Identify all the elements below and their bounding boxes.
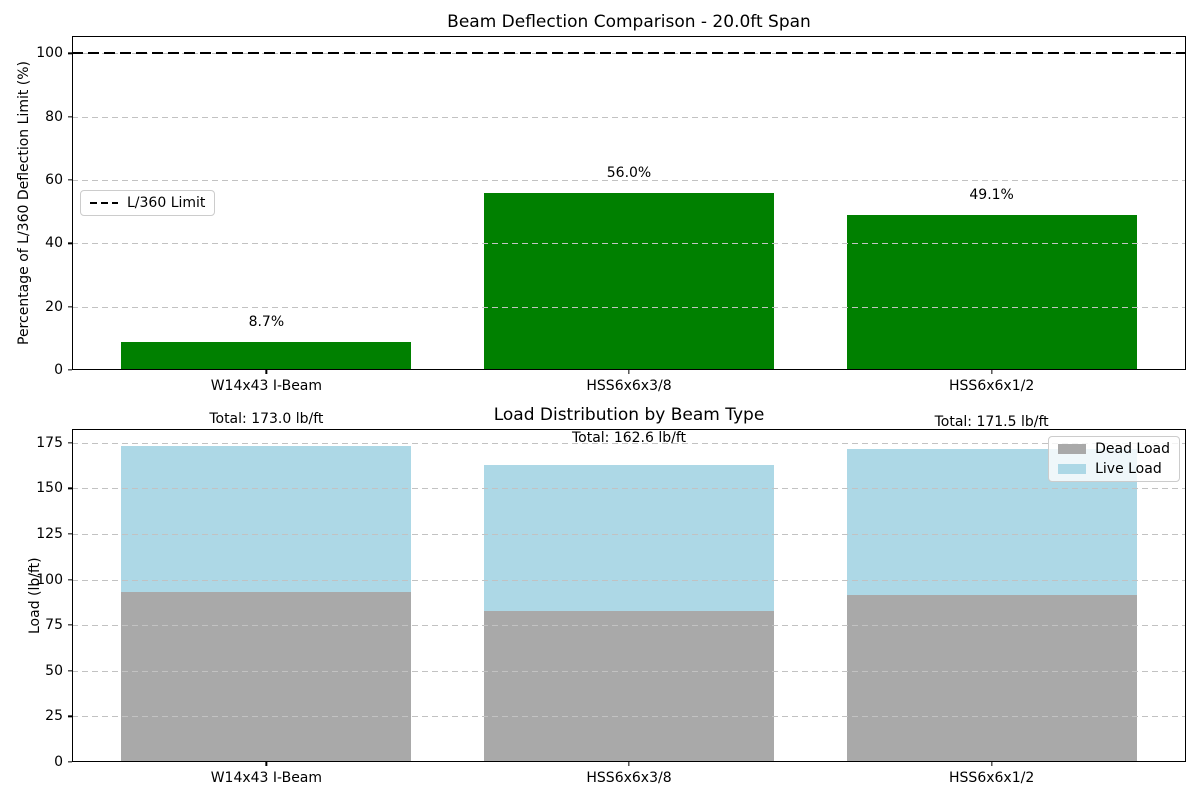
y-tick-label: 80 xyxy=(45,108,63,125)
legend-entry: Live Load xyxy=(1058,461,1170,477)
tick-mark xyxy=(990,370,993,374)
bar xyxy=(121,342,412,370)
total-label: Total: 162.6 lb/ft xyxy=(571,430,687,447)
gridline xyxy=(72,442,1186,444)
y-axis-label: Percentage of L/360 Deflection Limit (%) xyxy=(16,61,32,346)
bar xyxy=(846,214,1137,370)
gridline xyxy=(72,670,1186,672)
gridline xyxy=(72,243,1186,245)
y-tick-label: 125 xyxy=(36,525,63,542)
x-tick-label: HSS6x6x3/8 xyxy=(586,770,672,786)
x-tick-label: HSS6x6x1/2 xyxy=(949,770,1035,786)
gridline xyxy=(72,625,1186,627)
x-tick-label: W14x43 I-Beam xyxy=(210,770,323,786)
legend-swatch xyxy=(1058,464,1087,474)
legend-label: L/360 Limit xyxy=(127,195,206,211)
tick-mark xyxy=(68,761,72,763)
legend-swatch xyxy=(90,202,118,204)
y-tick-label: 100 xyxy=(36,571,63,588)
bar-segment-dead-load xyxy=(846,595,1137,762)
tick-mark xyxy=(68,715,72,718)
legend-label: Live Load xyxy=(1095,461,1162,477)
gridline xyxy=(72,180,1186,182)
tick-mark xyxy=(68,578,72,581)
y-tick-label: 175 xyxy=(36,434,63,451)
tick-mark xyxy=(68,533,72,535)
legend: L/360 Limit xyxy=(80,190,216,216)
y-tick-label: 25 xyxy=(45,708,63,725)
tick-mark xyxy=(68,624,72,626)
gridline xyxy=(72,716,1186,718)
y-tick-label: 50 xyxy=(45,662,63,679)
tick-mark xyxy=(68,116,72,118)
legend-label: Dead Load xyxy=(1095,441,1170,457)
y-tick-label: 0 xyxy=(54,754,63,770)
gridline xyxy=(72,533,1186,535)
y-axis-label: Load (lb/ft) xyxy=(27,557,43,634)
x-tick-label: W14x43 I-Beam xyxy=(210,378,323,394)
reference-line xyxy=(72,52,1186,55)
tick-mark xyxy=(990,762,993,766)
chart-title: Load Distribution by Beam Type xyxy=(493,405,765,425)
y-tick-label: 75 xyxy=(45,617,63,634)
chart-title: Beam Deflection Comparison - 20.0ft Span xyxy=(447,12,811,32)
tick-mark xyxy=(68,306,72,308)
tick-mark xyxy=(628,370,630,374)
bar-value-label: 56.0% xyxy=(606,164,652,181)
bar-segment-live-load xyxy=(121,446,412,593)
tick-mark xyxy=(68,52,72,55)
bar-value-label: 49.1% xyxy=(969,186,1014,203)
tick-mark xyxy=(68,242,72,245)
bar-segment-live-load xyxy=(483,465,775,612)
gridline xyxy=(72,116,1186,118)
tick-mark xyxy=(68,670,72,672)
bar-segment-dead-load xyxy=(483,611,775,762)
x-tick-label: HSS6x6x3/8 xyxy=(586,378,672,394)
y-tick-label: 40 xyxy=(45,235,63,252)
y-tick-label: 20 xyxy=(45,298,63,315)
legend-entry: Dead Load xyxy=(1058,441,1170,457)
tick-mark xyxy=(68,487,72,489)
y-tick-label: 100 xyxy=(36,45,63,62)
tick-mark xyxy=(628,762,630,766)
legend-entry: L/360 Limit xyxy=(90,195,205,211)
y-tick-label: 0 xyxy=(54,362,63,378)
gridline xyxy=(72,488,1186,490)
y-tick-label: 150 xyxy=(36,480,63,497)
bar-value-label: 8.7% xyxy=(248,314,285,331)
x-tick-label: HSS6x6x1/2 xyxy=(949,378,1035,394)
tick-mark xyxy=(265,370,268,374)
tick-mark xyxy=(68,369,72,371)
legend-swatch xyxy=(1058,444,1087,454)
tick-mark xyxy=(68,179,72,181)
gridline xyxy=(72,579,1186,581)
total-label: Total: 171.5 lb/ft xyxy=(934,414,1049,431)
plot-area: 8.7% W14x43 I-Beam 56.0% HSS6x6x3/8 49.1% HSS… xyxy=(36,36,1186,394)
bar xyxy=(483,192,775,370)
bar-segment-dead-load xyxy=(121,592,412,762)
legend: Dead Load Live Load xyxy=(1048,436,1180,482)
tick-mark xyxy=(265,762,268,766)
plot-area: Total: 173.0 lb/ft W14x43 I-Beam Total: 16… xyxy=(36,411,1186,786)
tick-mark xyxy=(68,442,72,444)
y-tick-label: 60 xyxy=(45,172,63,189)
gridline xyxy=(72,306,1186,308)
total-label: Total: 173.0 lb/ft xyxy=(209,411,324,428)
